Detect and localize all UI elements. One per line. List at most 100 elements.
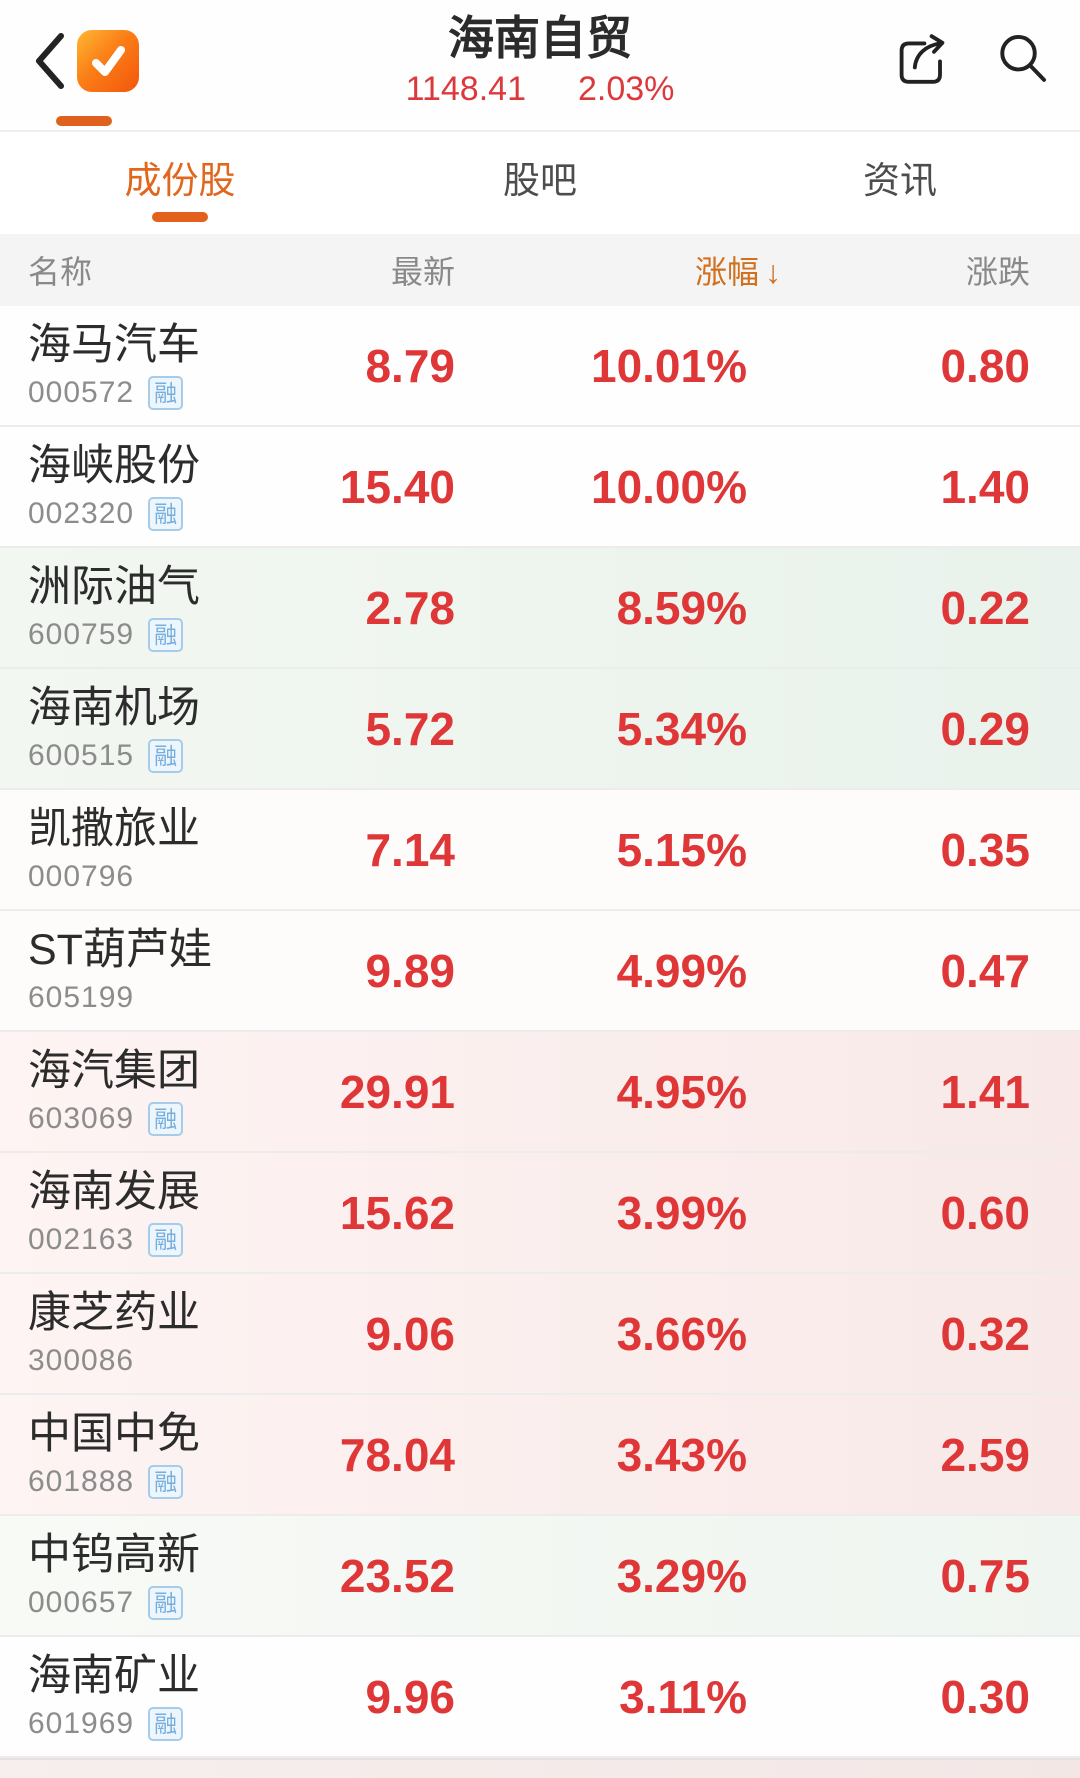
margin-trading-badge: 融 [148,1465,184,1499]
stock-code: 601888 [28,1465,135,1498]
table-row[interactable]: 海汽集团 603069 融 29.91 4.95% 1.41 [0,1032,1080,1153]
change-percent: 3.99% [616,1186,747,1239]
back-button[interactable] [28,32,72,90]
stock-name-cell: 海汽集团 603069 融 [28,1047,275,1136]
page-title: 海南自贸 [448,12,632,64]
change-amount: 0.60 [940,1186,1030,1239]
change-percent: 10.01% [590,339,747,392]
change-amount: 2.59 [940,1428,1030,1481]
stock-code-line: 600515 融 [28,739,275,773]
stock-name: 洲际油气 [28,563,200,611]
search-button[interactable] [992,28,1052,90]
tab-forum[interactable]: 股吧 [360,132,720,222]
stock-code: 600515 [28,739,135,772]
tab-news[interactable]: 资讯 [720,132,1080,222]
stock-name-cell: 洲际油气 600759 融 [28,563,275,652]
stock-code: 000796 [28,860,135,893]
stock-code-line: 600759 融 [28,618,275,652]
table-row[interactable]: 康芝药业 300086 9.06 3.66% 0.32 [0,1274,1080,1395]
stock-code: 600759 [28,618,135,651]
stock-code: 605199 [28,981,135,1014]
table-row[interactable]: 洲际油气 600759 融 2.78 8.59% 0.22 [0,548,1080,669]
share-button[interactable] [892,28,952,90]
latest-price: 9.89 [365,944,455,997]
latest-price: 5.72 [365,702,455,755]
table-row[interactable]: 海南机场 600515 融 5.72 5.34% 0.29 [0,669,1080,790]
change-amount: 0.32 [940,1307,1030,1360]
stock-name-cell: 康芝药业 300086 [28,1289,275,1378]
change-percent: 8.59% [616,581,747,634]
table-row[interactable]: 凯撒旅业 000796 7.14 5.15% 0.35 [0,790,1080,911]
stock-name: 海南发展 [28,1168,200,1216]
change-amount: 0.47 [940,944,1030,997]
change-percent: 3.66% [616,1307,747,1360]
tab-bar: 成份股 股吧 资讯 [0,130,1080,222]
tab-label: 成份股 [124,160,236,201]
margin-trading-badge: 融 [148,739,184,773]
tab-label: 资讯 [863,160,937,201]
table-row[interactable]: 海峡股份 002320 融 15.40 10.00% 1.40 [0,427,1080,548]
stock-code-line: 000796 [28,860,275,894]
change-amount: 0.29 [940,702,1030,755]
stock-list: 海马汽车 000572 融 8.79 10.01% 0.80 海峡股份 0023… [0,306,1080,1758]
change-percent: 4.99% [616,944,747,997]
table-row[interactable]: ST葫芦娃 605199 9.89 4.99% 0.47 [0,911,1080,1032]
latest-price: 9.06 [365,1307,455,1360]
stock-code-line: 605199 [28,981,275,1015]
margin-trading-badge: 融 [148,497,184,531]
change-percent: 10.00% [590,460,747,513]
column-header-change-percent[interactable]: 涨幅 ↓ [694,254,781,290]
stock-name-cell: 凯撒旅业 000796 [28,805,275,894]
column-header-change[interactable]: 涨跌 [965,254,1030,290]
change-amount: 0.75 [940,1549,1030,1602]
next-row-peek [0,1758,1080,1778]
stock-name: 海南机场 [28,684,200,732]
table-row[interactable]: 海南发展 002163 融 15.62 3.99% 0.60 [0,1153,1080,1274]
table-row[interactable]: 中钨高新 000657 融 23.52 3.29% 0.75 [0,1516,1080,1637]
tab-label: 股吧 [503,160,577,201]
stock-name: 海马汽车 [28,321,200,369]
latest-price: 2.78 [365,581,455,634]
latest-price: 23.52 [339,1549,455,1602]
change-percent: 4.95% [616,1065,747,1118]
stock-code-line: 000657 融 [28,1586,275,1620]
stock-name-cell: 海南发展 002163 融 [28,1168,275,1257]
top-bar: 海南自贸 1148.41 2.03% [0,0,1080,130]
table-row[interactable]: 海南矿业 601969 融 9.96 3.11% 0.30 [0,1637,1080,1758]
stock-name-cell: 中钨高新 000657 融 [28,1531,275,1620]
stock-code-line: 002320 融 [28,497,275,531]
index-quote: 1148.41 2.03% [0,70,1080,109]
app-logo[interactable] [77,30,139,92]
stock-code: 000657 [28,1586,135,1619]
stock-name-cell: 海马汽车 000572 融 [28,321,275,410]
table-row[interactable]: 中国中免 601888 融 78.04 3.43% 2.59 [0,1395,1080,1516]
stock-code: 002163 [28,1223,135,1256]
change-amount: 1.40 [940,460,1030,513]
stock-code-line: 300086 [28,1344,275,1378]
latest-price: 78.04 [339,1428,455,1481]
table-row[interactable]: 海马汽车 000572 融 8.79 10.01% 0.80 [0,306,1080,427]
index-value: 1148.41 [405,70,526,108]
stock-name: 凯撒旅业 [28,805,200,853]
column-header-latest[interactable]: 最新 [390,254,455,290]
margin-trading-badge: 融 [148,1707,184,1741]
margin-trading-badge: 融 [148,1102,184,1136]
active-tab-indicator [152,212,208,222]
stock-code: 002320 [28,497,135,530]
margin-trading-badge: 融 [148,1223,184,1257]
table-header: 名称 最新 涨幅 ↓ 涨跌 [0,234,1080,306]
sort-descending-arrow-icon: ↓ [765,254,781,290]
stock-code: 000572 [28,376,135,409]
stock-code-line: 601969 融 [28,1707,275,1741]
stock-code-line: 603069 融 [28,1102,275,1136]
stock-name-cell: 海峡股份 002320 融 [28,442,275,531]
change-percent: 3.43% [616,1428,747,1481]
stock-name: 中钨高新 [28,1531,200,1579]
change-percent: 5.15% [616,823,747,876]
change-percent: 3.29% [616,1549,747,1602]
change-amount: 0.80 [940,339,1030,392]
latest-price: 15.62 [339,1186,455,1239]
latest-price: 15.40 [339,460,455,513]
tab-constituents[interactable]: 成份股 [0,132,360,222]
